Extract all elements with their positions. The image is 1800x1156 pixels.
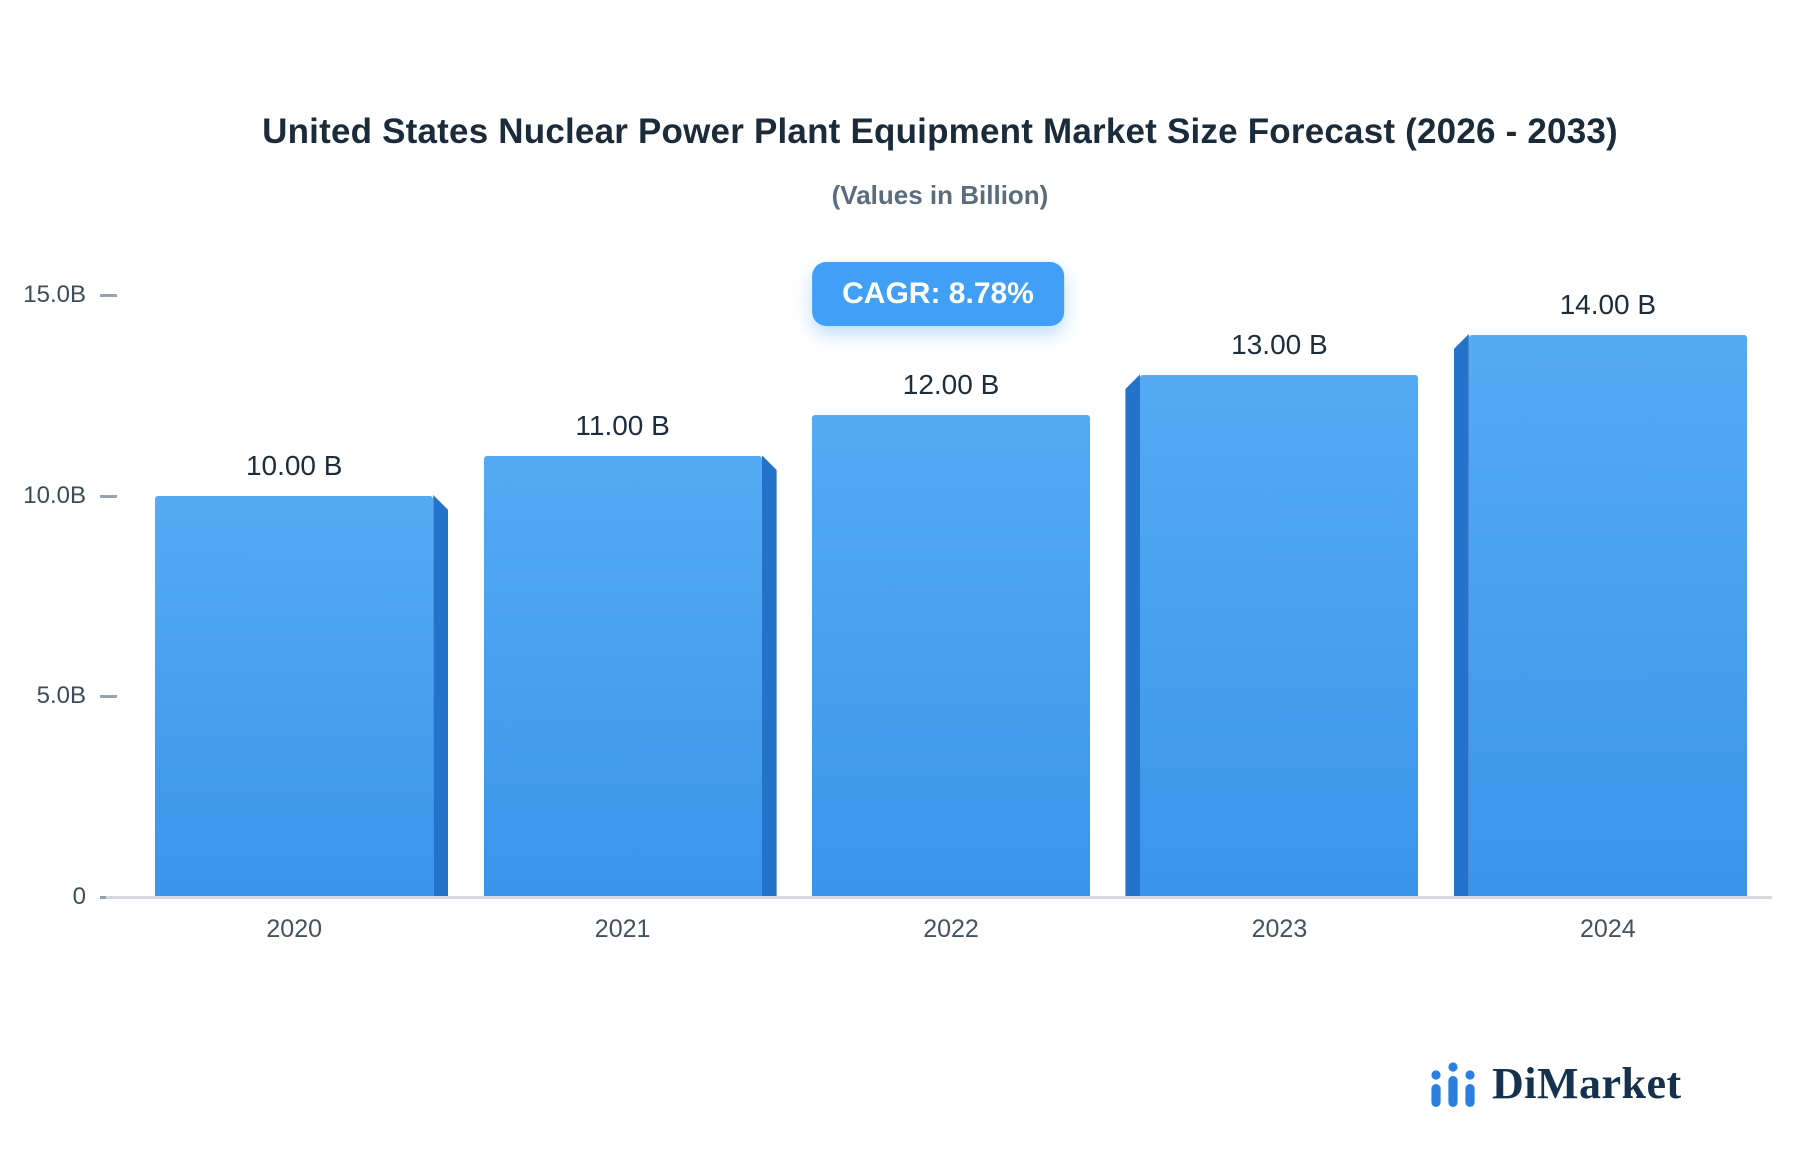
y-axis-label: 5.0B <box>36 682 86 710</box>
x-axis-label: 2024 <box>1580 915 1636 943</box>
chart-title: United States Nuclear Power Plant Equipm… <box>262 112 1618 151</box>
cagr-badge: CAGR: 8.78% <box>812 262 1064 326</box>
bar-slot: 14.00 B 2024 <box>1444 289 1772 943</box>
bar-2024[interactable]: 14.00 B <box>1468 289 1747 897</box>
y-axis: 15.0B 10.0B 5.0B 0 <box>23 281 1772 910</box>
bar-2020[interactable]: 10.00 B <box>155 450 434 897</box>
chart-subtitle: (Values in Billion) <box>831 180 1049 210</box>
y-axis-label: 15.0B <box>23 281 86 308</box>
x-axis-label: 2022 <box>923 915 979 943</box>
bar-value-label: 13.00 B <box>1231 329 1328 360</box>
bar-2023[interactable]: 13.00 B <box>1140 329 1419 897</box>
bar-2021[interactable]: 11.00 B <box>483 410 762 897</box>
y-axis-label: 10.0B <box>23 481 86 509</box>
bar-value-label: 14.00 B <box>1559 289 1657 320</box>
brand-name: DiMarket <box>1492 1059 1682 1108</box>
plot-area: 15.0B 10.0B 5.0B 0 10.00 B 2020 11.00 B 2021 12… <box>23 281 1772 943</box>
bars-container: 10.00 B 2020 11.00 B 2021 12.00 B 2022 13.00 B… <box>130 289 1772 943</box>
chart-header: United States Nuclear Power Plant Equipm… <box>80 0 1800 211</box>
brand-logo: DiMarket <box>1428 1058 1682 1109</box>
dimarket-icon <box>1428 1061 1478 1107</box>
y-axis-label: 0 <box>72 883 86 910</box>
bar-slot: 12.00 B 2022 <box>787 295 1115 943</box>
x-axis-label: 2023 <box>1251 915 1308 943</box>
x-axis-label: 2021 <box>594 915 651 943</box>
bar-2022[interactable]: 12.00 B <box>812 369 1091 897</box>
bar-slot: 10.00 B 2020 <box>130 295 458 943</box>
y-axis-tick <box>100 695 117 699</box>
y-axis-tick <box>100 896 117 899</box>
y-axis-tick <box>100 294 117 297</box>
bar-slot: 13.00 B 2023 <box>1115 295 1443 943</box>
bar-value-label: 10.00 B <box>245 450 343 481</box>
x-axis-label: 2020 <box>266 915 323 943</box>
y-axis-tick <box>100 494 117 498</box>
bar-value-label: 12.00 B <box>902 369 1000 400</box>
bar-value-label: 11.00 B <box>575 410 670 441</box>
bar-slot: 11.00 B 2021 <box>458 295 786 943</box>
